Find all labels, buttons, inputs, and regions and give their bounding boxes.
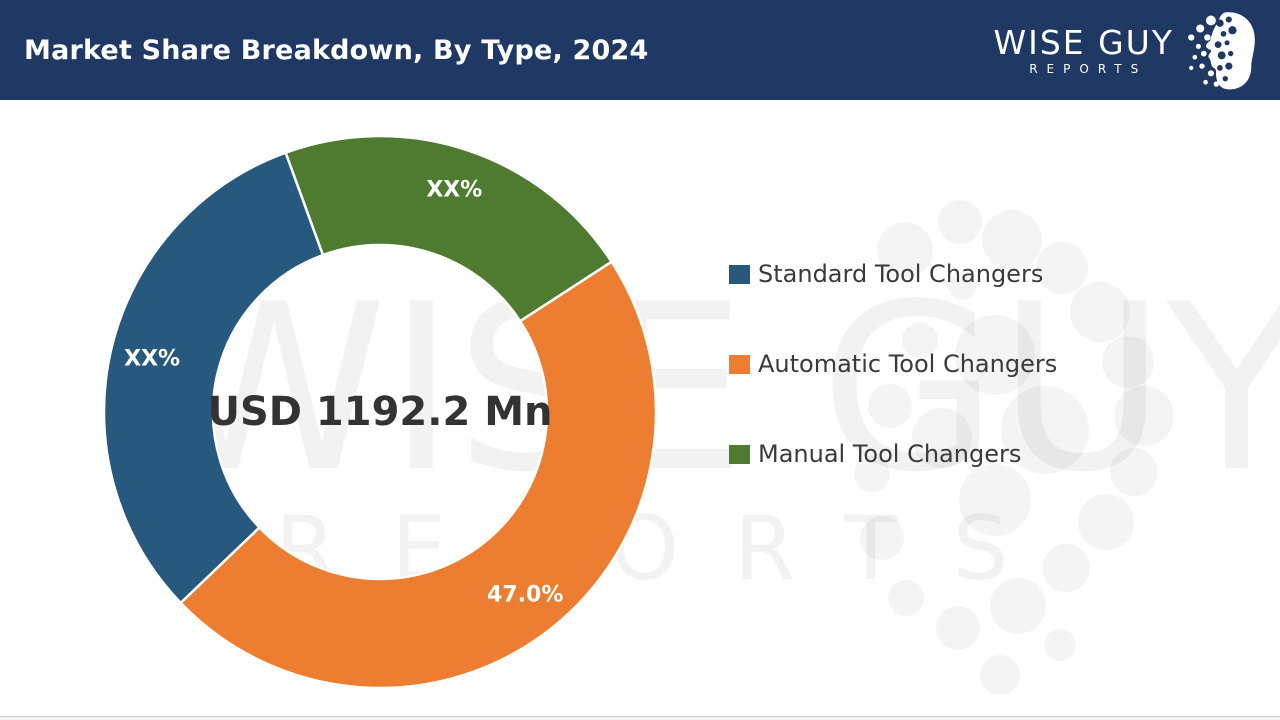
watermark-face-dots [854, 200, 1174, 695]
slice-percent-label: XX% [124, 346, 181, 372]
legend-swatch-green [729, 444, 750, 464]
bottom-divider [0, 716, 1280, 720]
donut-slice [284, 134, 613, 323]
brand-logo: WISE GUY REPORTS [993, 7, 1262, 93]
donut-slice [102, 151, 325, 605]
legend-item-automatic: Automatic Tool Changers [729, 340, 1057, 388]
face-profile-icon [1188, 12, 1255, 90]
legend-item-manual: Manual Tool Changers [729, 430, 1057, 478]
brand-logo-text: WISE GUY REPORTS [993, 26, 1174, 75]
legend-label: Automatic Tool Changers [758, 350, 1058, 378]
page-title: Market Share Breakdown, By Type, 2024 [24, 34, 649, 66]
donut-chart [102, 134, 658, 690]
brand-name: WISE GUY [993, 22, 1174, 62]
legend-swatch-blue [729, 264, 750, 284]
donut-slice [179, 260, 658, 690]
chart-area: WISE GUY REPORTS XX% 47.0% XX% USD [0, 100, 1280, 720]
legend-label: Standard Tool Changers [758, 260, 1044, 288]
slice-percent-label: XX% [426, 177, 483, 203]
brand-subname: REPORTS [1029, 61, 1148, 76]
legend-swatch-orange [729, 354, 750, 374]
center-total-value: USD 1192.2 Mn [207, 389, 553, 435]
legend-item-standard: Standard Tool Changers [729, 250, 1057, 298]
header-bar: Market Share Breakdown, By Type, 2024 WI… [0, 0, 1280, 100]
watermark-brand-text: WISE GUY [160, 256, 1280, 523]
legend-label: Manual Tool Changers [758, 440, 1022, 468]
chart-legend: Standard Tool Changers Automatic Tool Ch… [729, 250, 1057, 520]
slice-percent-label: 47.0% [487, 582, 564, 608]
